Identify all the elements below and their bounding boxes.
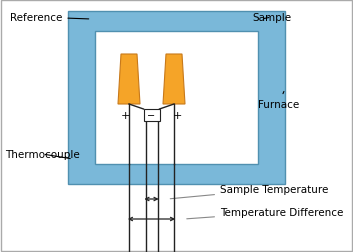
Text: +: + (121, 111, 130, 120)
Bar (68, 12, 285, 184)
Text: +: + (173, 111, 182, 120)
Text: Sample: Sample (252, 13, 291, 23)
Text: Furnace: Furnace (258, 92, 299, 110)
Bar (144, 110, 160, 121)
Text: Temperature Difference: Temperature Difference (187, 207, 343, 219)
Text: Reference: Reference (10, 13, 89, 23)
Text: Thermocouple: Thermocouple (5, 149, 80, 159)
Text: Sample Temperature: Sample Temperature (170, 184, 328, 199)
Polygon shape (163, 55, 185, 105)
Bar (95, 32, 258, 164)
Polygon shape (118, 55, 140, 105)
Text: −: − (148, 111, 156, 120)
